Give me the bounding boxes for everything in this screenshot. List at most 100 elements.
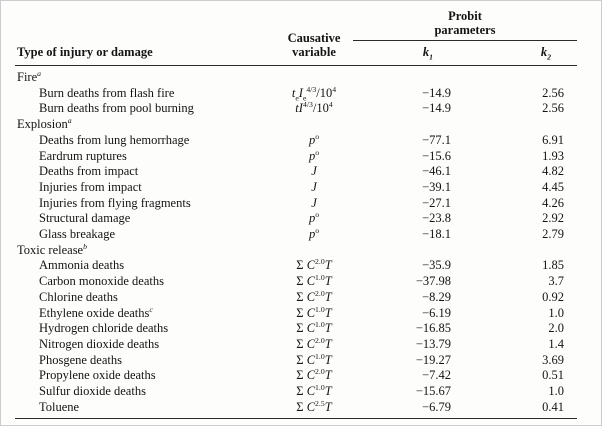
- section-row: Firea: [15, 68, 577, 86]
- table-row: Glass breakage po −18.1 2.79: [15, 227, 577, 243]
- k2-value: 4.45: [542, 179, 564, 194]
- injury-label: Glass breakage: [39, 227, 116, 242]
- k1-value: −14.9: [422, 101, 451, 116]
- col-header-k2: k2: [540, 45, 551, 62]
- k1-value: −6.79: [422, 399, 451, 414]
- col-header-causative: Causative variable: [287, 31, 341, 59]
- injury-label: Hydrogen chloride deaths: [39, 321, 169, 336]
- table-row: Sulfur dioxide deaths Σ C1.0T −15.67 1.0: [15, 384, 577, 400]
- k2-value: 2.0: [548, 321, 564, 336]
- causative-variable: tI4/3/104: [295, 100, 333, 116]
- table-row: Nitrogen dioxide deaths Σ C2.0T −13.79 1.4: [15, 335, 577, 353]
- causative-variable: po: [308, 147, 320, 163]
- k2-value: 2.56: [542, 85, 564, 100]
- causative-variable: Σ C2.0T: [296, 257, 332, 273]
- k1-value: −46.1: [422, 164, 451, 179]
- table-row: Deaths from impact J −46.1 4.82: [15, 164, 577, 180]
- injury-label: Propylene oxide deaths: [39, 368, 156, 383]
- causative-variable: Σ C1.0T: [296, 320, 332, 336]
- injury-label: Eardrum ruptures: [39, 148, 127, 163]
- injury-label: Phosgene deaths: [39, 352, 122, 367]
- table-row: Injuries from impact J −39.1 4.45: [15, 180, 577, 196]
- injury-label: Injuries from impact: [39, 179, 142, 194]
- k1-value: −8.29: [422, 289, 451, 304]
- injury-label: Nitrogen dioxide deaths: [39, 336, 160, 351]
- table-row: Injuries from flying fragments J −27.1 4.26: [15, 196, 577, 212]
- table-row: Toluene Σ C2.5T −6.79 0.41: [15, 398, 577, 416]
- k1-value: −14.9: [422, 85, 451, 100]
- probit-parameters-group-header: Probit parameters: [353, 9, 577, 41]
- k2-value: 2.92: [542, 211, 564, 226]
- table-header: Type of injury or damage Causative varia…: [15, 9, 577, 66]
- injury-label: Carbon monoxide deaths: [39, 274, 164, 289]
- table-row: Burn deaths from pool burning tI4/3/104 −1…: [15, 101, 577, 117]
- table-row: Ammonia deaths Σ C2.0T −35.9 1.85: [15, 258, 577, 274]
- causative-variable: Σ C1.0T: [296, 272, 332, 289]
- k1-value: −16.85: [415, 321, 451, 336]
- injury-label: Ammonia deaths: [39, 258, 125, 273]
- k1-value: −39.1: [422, 179, 451, 194]
- injury-label: Injuries from flying fragments: [39, 195, 191, 210]
- causative-variable: J: [311, 179, 317, 194]
- table-row: Carbon monoxide deaths Σ C1.0T −37.98 3.7: [15, 274, 577, 290]
- causative-variable: J: [311, 195, 317, 210]
- k2-value: 1.93: [542, 148, 564, 163]
- causative-variable: Σ C1.0T: [296, 351, 332, 367]
- section-header: Toxic releaseb: [17, 241, 87, 257]
- table-header-grid: Type of injury or damage Causative varia…: [15, 9, 577, 62]
- k1-value: −7.42: [422, 368, 451, 383]
- k2-value: 1.0: [548, 384, 564, 399]
- k2-value: 2.79: [542, 227, 564, 242]
- causative-variable: Σ C2.0T: [296, 288, 332, 304]
- k1-value: −6.19: [422, 305, 451, 320]
- causative-variable: po: [308, 225, 320, 242]
- k2-value: 6.91: [542, 132, 564, 147]
- causative-variable: Σ C2.5T: [296, 398, 332, 414]
- k2-value: 0.41: [542, 399, 564, 414]
- table-row: Structural damage po −23.8 2.92: [15, 211, 577, 227]
- col-header-injury: Type of injury or damage: [17, 45, 153, 59]
- causative-variable: teIe4/3/104: [291, 84, 337, 103]
- causative-variable: Σ C1.0T: [296, 382, 332, 399]
- table-row: Burn deaths from flash fire teIe4/3/104 −1…: [15, 84, 577, 103]
- causative-variable: po: [308, 131, 320, 147]
- injury-label: Deaths from lung hemorrhage: [39, 132, 190, 147]
- causative-variable: Σ C1.0T: [296, 304, 332, 320]
- k2-value: 0.51: [542, 368, 564, 383]
- k1-value: −18.1: [422, 227, 451, 242]
- injury-label: Deaths from impact: [39, 164, 139, 179]
- section-row: Toxic releaseb: [15, 241, 577, 259]
- section-header: Firea: [17, 68, 42, 84]
- k2-value: 1.85: [542, 258, 564, 273]
- k2-value: 3.7: [548, 274, 564, 289]
- table-row: Deaths from lung hemorrhage po −77.1 6.91: [15, 131, 577, 149]
- table-body: Firea Burn deaths from flash fire teIe4/3/…: [15, 66, 577, 420]
- injury-label: Ethylene oxide deathsc: [39, 304, 153, 320]
- probit-parameters-label: Probit parameters: [434, 9, 496, 37]
- table-row: Phosgene deaths Σ C1.0T −19.27 3.69: [15, 351, 577, 369]
- k1-value: −35.9: [422, 258, 451, 273]
- injury-label: Chlorine deaths: [39, 289, 118, 304]
- injury-label: Sulfur dioxide deaths: [39, 384, 146, 399]
- table-row: Chlorine deaths Σ C2.0T −8.29 0.92: [15, 288, 577, 306]
- injury-label: Structural damage: [39, 211, 131, 226]
- k1-value: −77.1: [422, 132, 451, 147]
- injury-label: Toluene: [39, 399, 80, 414]
- k1-value: −15.6: [422, 148, 451, 163]
- causative-variable: Σ C2.0T: [296, 335, 332, 351]
- causative-variable: Σ C2.0T: [296, 367, 332, 383]
- k2-value: 2.56: [542, 101, 564, 116]
- k2-value: 3.69: [542, 352, 564, 367]
- k2-value: 4.82: [542, 164, 564, 179]
- table-row: Eardrum ruptures po −15.6 1.93: [15, 147, 577, 165]
- k1-value: −23.8: [422, 211, 451, 226]
- section-header: Explosiona: [17, 115, 72, 132]
- col-header-k1: k1: [422, 45, 433, 62]
- section-row: Explosiona: [15, 117, 577, 133]
- causative-variable: po: [308, 210, 320, 226]
- causative-variable: J: [311, 164, 317, 179]
- k2-value: 4.26: [542, 195, 564, 210]
- table-row: Ethylene oxide deathsc Σ C1.0T −6.19 1.0: [15, 304, 577, 322]
- k2-value: 1.4: [548, 336, 564, 351]
